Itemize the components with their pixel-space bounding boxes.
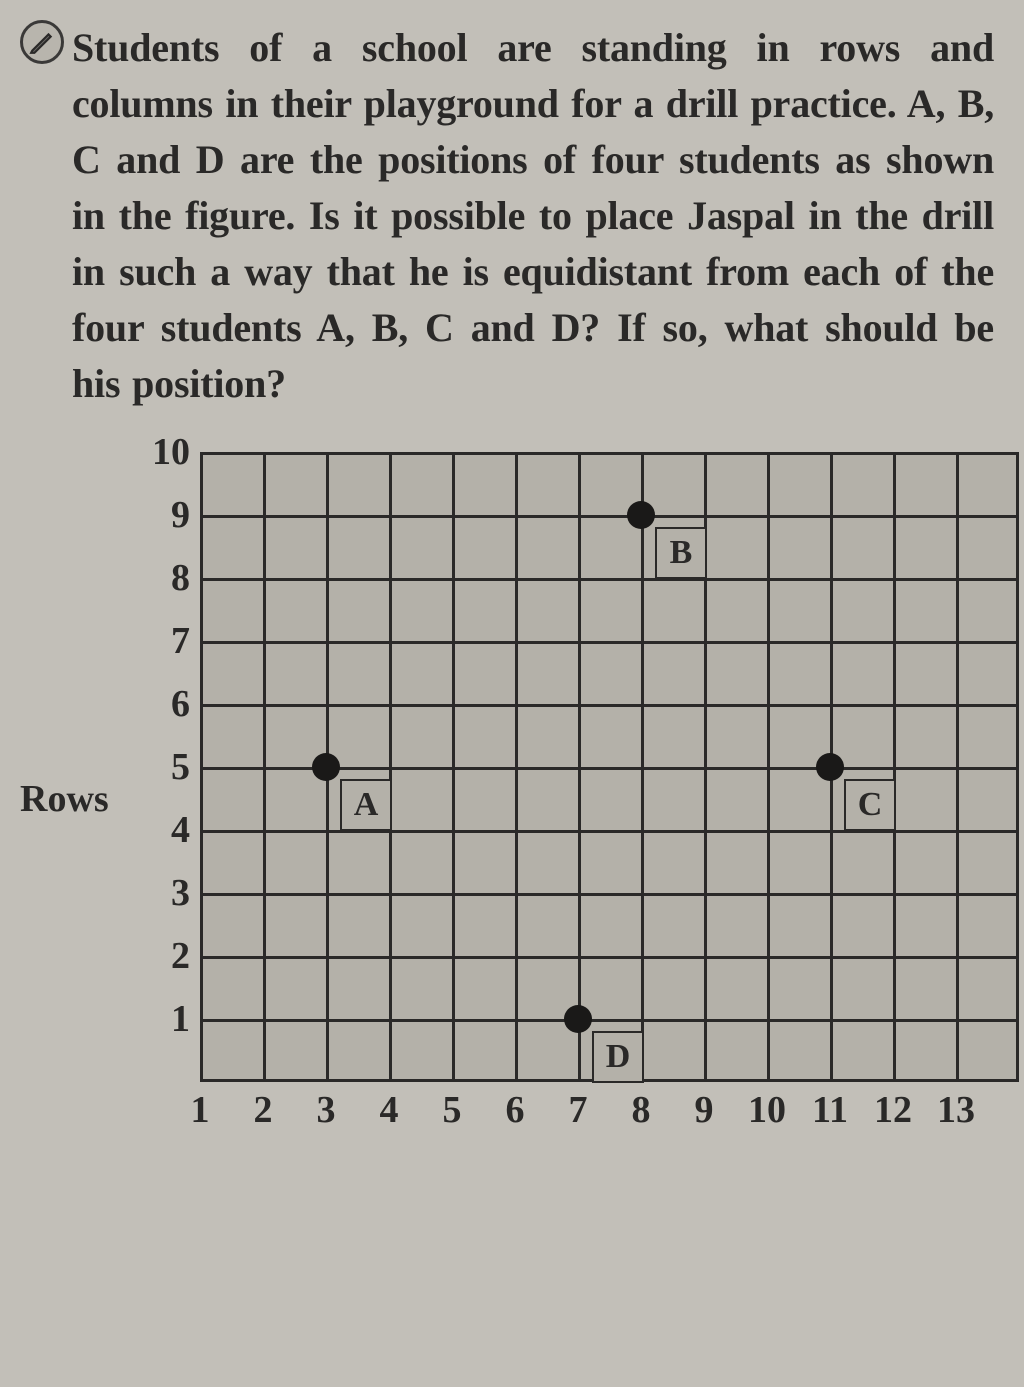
y-tick-label: 10 <box>140 430 190 474</box>
gridline-horizontal <box>200 515 1019 518</box>
y-tick-label: 8 <box>140 556 190 600</box>
point-label-a: A <box>340 779 392 831</box>
y-tick-label: 2 <box>140 934 190 978</box>
point-label-b: B <box>655 527 707 579</box>
x-tick-label: 7 <box>548 1088 608 1132</box>
y-axis-title: Rows <box>20 777 109 821</box>
question-block: Students of a school are standing in row… <box>20 20 994 412</box>
point-label-d: D <box>592 1031 644 1083</box>
y-tick-label: 1 <box>140 997 190 1041</box>
x-tick-label: 4 <box>359 1088 419 1132</box>
gridline-vertical <box>263 452 266 1082</box>
x-tick-label: 5 <box>422 1088 482 1132</box>
question-text: Students of a school are standing in row… <box>72 20 994 412</box>
gridline-vertical <box>515 452 518 1082</box>
x-tick-label: 13 <box>926 1088 986 1132</box>
y-tick-label: 3 <box>140 871 190 915</box>
gridline-vertical <box>578 452 581 1082</box>
point-a <box>312 753 340 781</box>
x-tick-label: 2 <box>233 1088 293 1132</box>
gridline-vertical <box>956 452 959 1082</box>
point-b <box>627 501 655 529</box>
x-tick-label: 11 <box>800 1088 860 1132</box>
gridline-vertical <box>767 452 770 1082</box>
gridline-horizontal <box>200 893 1019 896</box>
gridline-horizontal <box>200 578 1019 581</box>
x-tick-label: 10 <box>737 1088 797 1132</box>
y-tick-label: 5 <box>140 745 190 789</box>
question-marker-icon <box>20 20 64 64</box>
y-tick-label: 7 <box>140 619 190 663</box>
x-tick-label: 1 <box>170 1088 230 1132</box>
gridline-vertical <box>641 452 644 1082</box>
x-tick-label: 9 <box>674 1088 734 1132</box>
gridline-horizontal <box>200 830 1019 833</box>
x-tick-label: 3 <box>296 1088 356 1132</box>
x-tick-label: 12 <box>863 1088 923 1132</box>
point-label-c: C <box>844 779 896 831</box>
x-tick-label: 6 <box>485 1088 545 1132</box>
gridline-horizontal <box>200 956 1019 959</box>
point-d <box>564 1005 592 1033</box>
x-tick-label: 8 <box>611 1088 671 1132</box>
gridline-horizontal <box>200 641 1019 644</box>
gridline-vertical <box>452 452 455 1082</box>
gridline-horizontal <box>200 1019 1019 1022</box>
y-tick-label: 6 <box>140 682 190 726</box>
gridline-horizontal <box>200 704 1019 707</box>
gridline-vertical <box>389 452 392 1082</box>
y-tick-label: 4 <box>140 808 190 852</box>
point-c <box>816 753 844 781</box>
y-tick-label: 9 <box>140 493 190 537</box>
gridline-vertical <box>893 452 896 1082</box>
